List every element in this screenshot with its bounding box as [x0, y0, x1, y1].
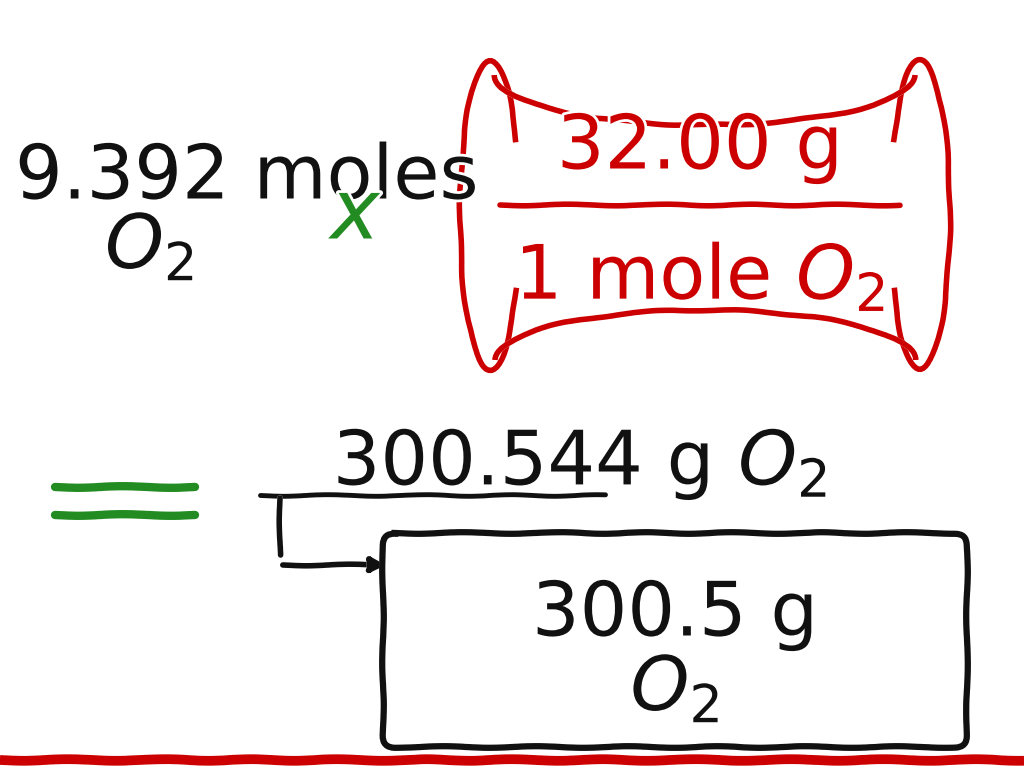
- Text: 9.392 moles: 9.392 moles: [15, 141, 478, 214]
- FancyBboxPatch shape: [383, 533, 967, 747]
- Text: 300.544 g $O_2$: 300.544 g $O_2$: [333, 427, 827, 503]
- Text: 1 mole $O_2$: 1 mole $O_2$: [515, 241, 885, 315]
- Text: 32.00 g: 32.00 g: [557, 111, 843, 184]
- Text: $O_2$: $O_2$: [105, 211, 195, 284]
- Text: 300.5 g: 300.5 g: [531, 578, 818, 651]
- Text: x: x: [331, 174, 380, 256]
- Text: $O_2$: $O_2$: [631, 654, 720, 727]
